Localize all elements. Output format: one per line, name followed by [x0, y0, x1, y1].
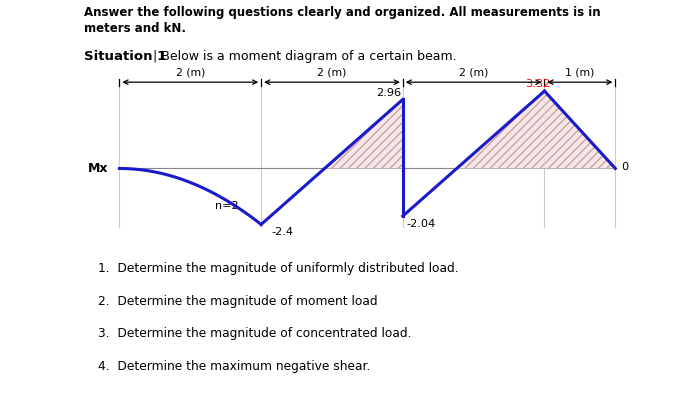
Text: 2 (m): 2 (m) [459, 68, 489, 78]
Text: Situation 1: Situation 1 [84, 50, 167, 63]
Text: Answer the following questions clearly and organized. All measurements is in: Answer the following questions clearly a… [84, 6, 601, 19]
Text: meters and kN.: meters and kN. [84, 22, 186, 35]
Text: 4.  Determine the maximum negative shear.: 4. Determine the maximum negative shear. [98, 360, 370, 373]
Text: 2 (m): 2 (m) [317, 68, 346, 78]
Text: 1 (m): 1 (m) [565, 68, 594, 78]
Text: 0: 0 [621, 162, 628, 172]
Text: 1.  Determine the magnitude of uniformly distributed load.: 1. Determine the magnitude of uniformly … [98, 262, 458, 275]
Text: n=2: n=2 [215, 201, 239, 211]
Text: | Below is a moment diagram of a certain beam.: | Below is a moment diagram of a certain… [153, 50, 456, 63]
Text: 2.  Determine the magnitude of moment load: 2. Determine the magnitude of moment loa… [98, 295, 377, 308]
Text: 2 (m): 2 (m) [176, 68, 205, 78]
Text: 2.96: 2.96 [376, 88, 401, 98]
Text: 3.  Determine the magnitude of concentrated load.: 3. Determine the magnitude of concentrat… [98, 327, 412, 340]
Text: -2.4: -2.4 [272, 227, 294, 237]
Text: -2.04: -2.04 [406, 219, 435, 229]
Text: 3.32: 3.32 [525, 79, 550, 89]
Text: Mx: Mx [88, 162, 108, 175]
